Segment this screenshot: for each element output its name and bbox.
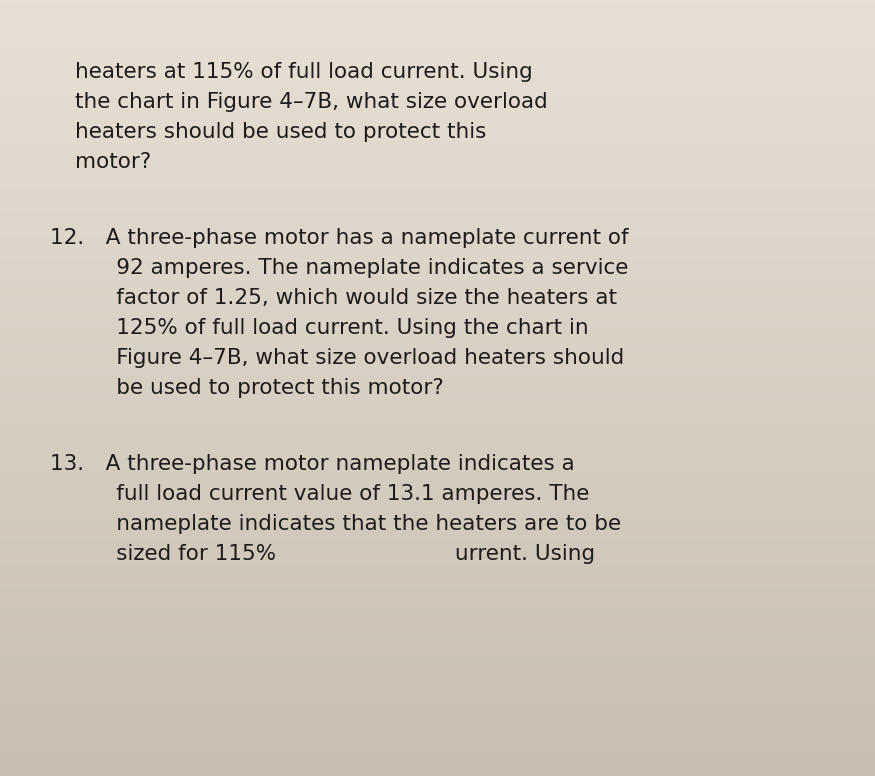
Text: heaters at 115% of full load current. Using: heaters at 115% of full load current. Us… (75, 62, 533, 82)
Text: heaters should be used to protect this: heaters should be used to protect this (75, 122, 487, 142)
Text: motor?: motor? (75, 152, 151, 172)
Text: be used to protect this motor?: be used to protect this motor? (75, 378, 444, 398)
Text: 13. A three-phase motor nameplate indicates a: 13. A three-phase motor nameplate indica… (50, 454, 575, 474)
Text: nameplate indicates that the heaters are to be: nameplate indicates that the heaters are… (75, 514, 621, 534)
Text: 125% of full load current. Using the chart in: 125% of full load current. Using the cha… (75, 318, 589, 338)
Text: full load current value of 13.1 amperes. The: full load current value of 13.1 amperes.… (75, 484, 590, 504)
Text: Figure 4–7B, what size overload heaters should: Figure 4–7B, what size overload heaters … (75, 348, 624, 368)
Text: the chart in Figure 4–7B, what size overload: the chart in Figure 4–7B, what size over… (75, 92, 548, 112)
Text: sized for 115%                          urrent. Using: sized for 115% urrent. Using (75, 544, 595, 564)
Text: 92 amperes. The nameplate indicates a service: 92 amperes. The nameplate indicates a se… (75, 258, 628, 278)
Text: 12. A three-phase motor has a nameplate current of: 12. A three-phase motor has a nameplate … (50, 228, 628, 248)
Text: factor of 1.25, which would size the heaters at: factor of 1.25, which would size the hea… (75, 288, 617, 308)
